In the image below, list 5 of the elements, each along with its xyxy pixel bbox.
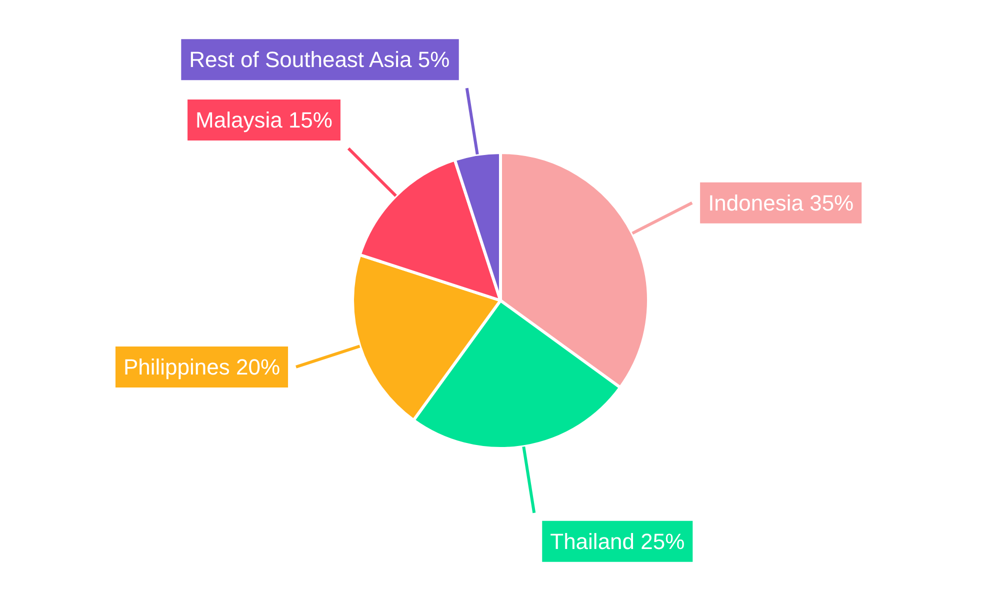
slice-label: Rest of Southeast Asia 5% xyxy=(189,47,450,72)
slice-label: Malaysia 15% xyxy=(196,107,332,132)
slice-label: Indonesia 35% xyxy=(708,190,854,216)
slice-label: Philippines 20% xyxy=(123,354,280,380)
slice-label: Thailand 25% xyxy=(550,528,685,554)
